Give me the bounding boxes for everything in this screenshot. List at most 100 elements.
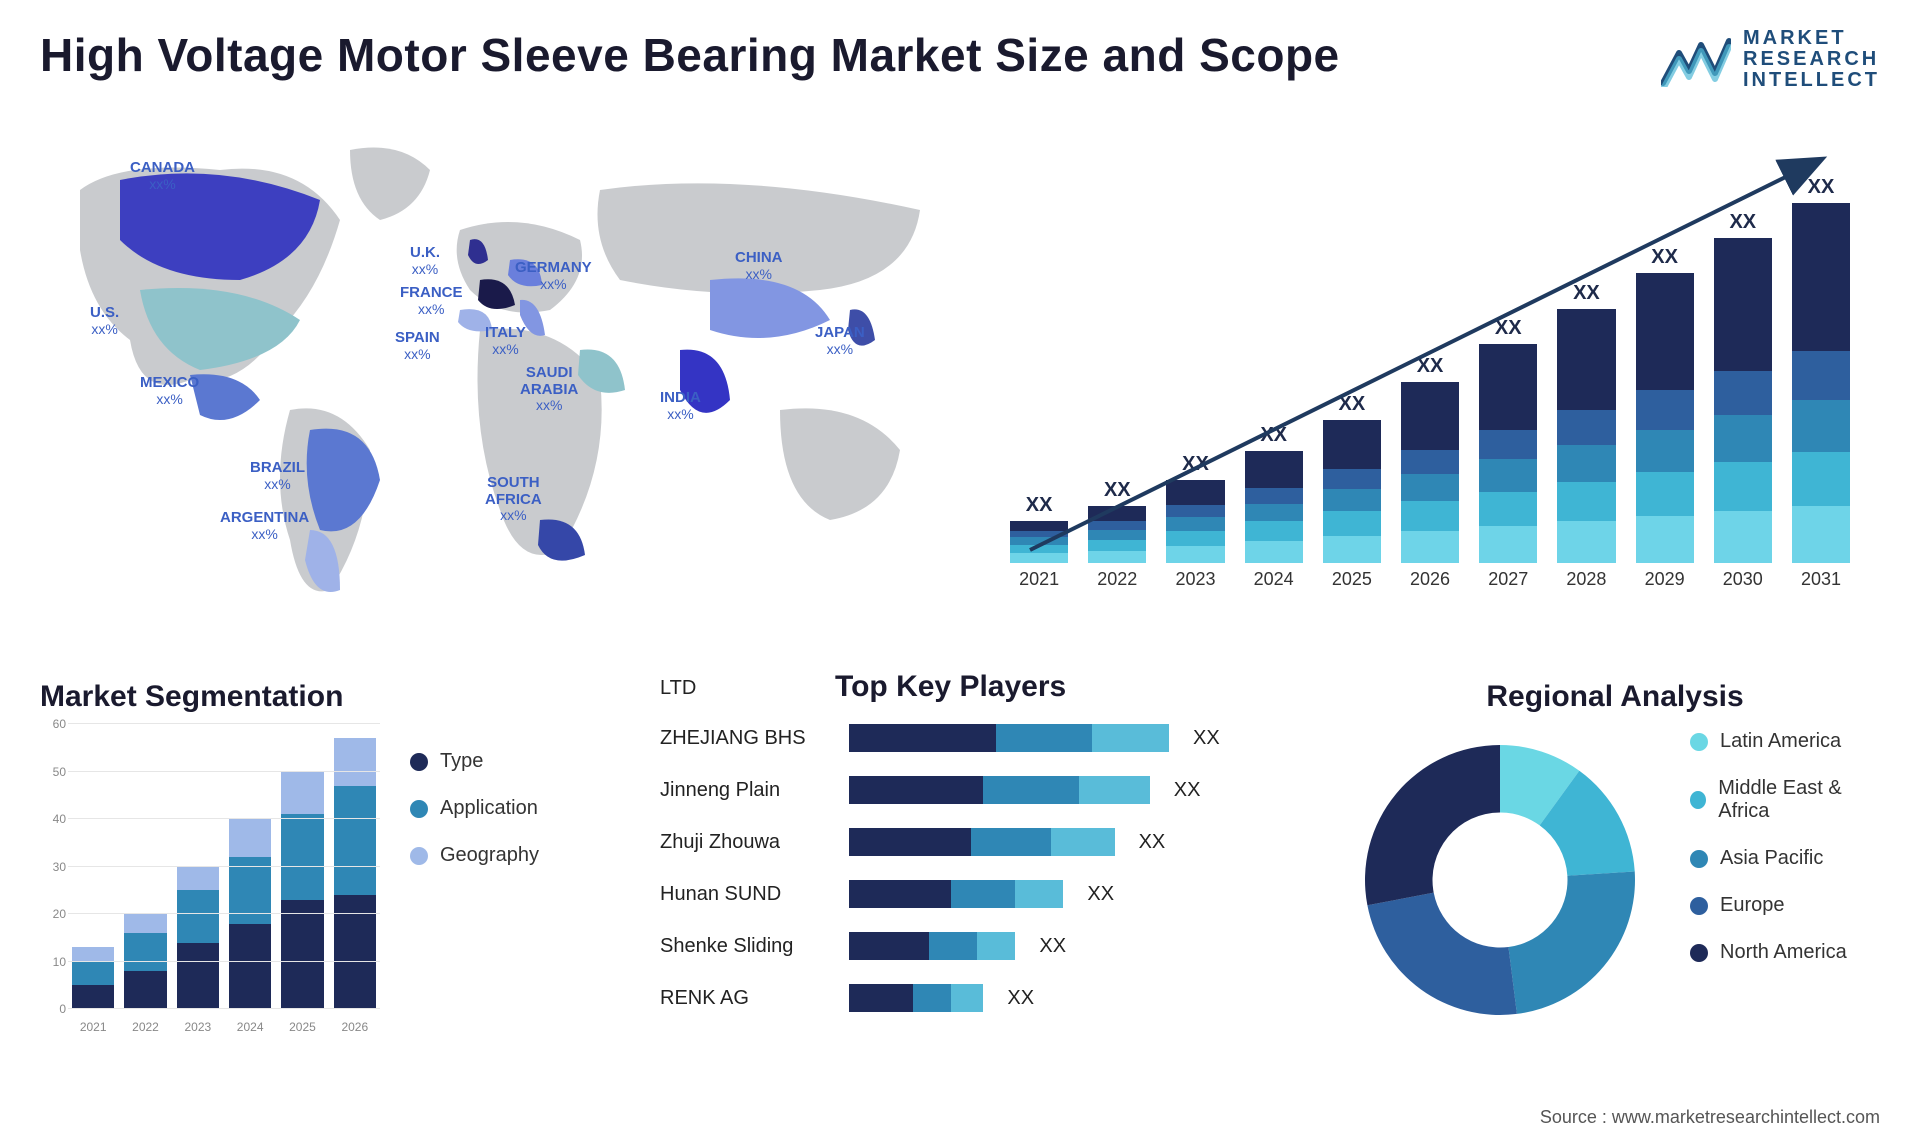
seg-bar-2023 bbox=[177, 867, 219, 1010]
map-label-spain: SPAINxx% bbox=[395, 330, 440, 362]
seg-y-tick: 0 bbox=[59, 1002, 66, 1016]
growth-bar-segment bbox=[1714, 415, 1772, 462]
map-label-u.k.: U.K.xx% bbox=[410, 245, 440, 277]
growth-bar-value: XX bbox=[1104, 479, 1131, 502]
legend-label: Geography bbox=[440, 844, 539, 867]
growth-bar-segment bbox=[1636, 472, 1694, 516]
growth-bar-segment bbox=[1714, 238, 1772, 371]
growth-bar-segment bbox=[1245, 541, 1303, 563]
growth-bar-2028: XX2028 bbox=[1557, 282, 1615, 590]
seg-y-tick: 50 bbox=[53, 765, 66, 779]
seg-gridline bbox=[68, 723, 380, 724]
growth-bar-value: XX bbox=[1808, 176, 1835, 199]
world-map-panel: CANADAxx%U.S.xx%MEXICOxx%BRAZILxx%ARGENT… bbox=[40, 130, 960, 630]
seg-gridline bbox=[68, 913, 380, 914]
growth-bar-segment bbox=[1792, 351, 1850, 400]
growth-bar-value: XX bbox=[1729, 211, 1756, 234]
player-row: LTD bbox=[660, 670, 835, 706]
growth-bar-year: 2027 bbox=[1488, 569, 1528, 590]
growth-bar-segment bbox=[1557, 309, 1615, 410]
player-row: Shenke SlidingXX bbox=[660, 928, 1270, 964]
growth-bar-segment bbox=[1792, 452, 1850, 506]
map-label-south-africa: SOUTHAFRICAxx% bbox=[485, 475, 542, 523]
growth-bar-segment bbox=[1166, 531, 1224, 546]
seg-bar-segment bbox=[334, 738, 376, 786]
map-label-japan: JAPANxx% bbox=[815, 325, 865, 357]
player-row: ZHEJIANG BHSXX bbox=[660, 720, 1270, 756]
map-label-saudi-arabia: SAUDIARABIAxx% bbox=[520, 365, 578, 413]
growth-bar-segment bbox=[1010, 553, 1068, 563]
map-label-canada: CANADAxx% bbox=[130, 160, 195, 192]
growth-bar-value: XX bbox=[1260, 424, 1287, 447]
map-label-china: CHINAxx% bbox=[735, 250, 783, 282]
growth-bar-value: XX bbox=[1495, 317, 1522, 340]
seg-x-label: 2024 bbox=[229, 1020, 271, 1034]
seg-bar-segment bbox=[177, 867, 219, 891]
growth-bar-2029: XX2029 bbox=[1636, 246, 1694, 590]
player-name: Shenke Sliding bbox=[660, 935, 835, 958]
growth-bar-segment bbox=[1636, 273, 1694, 390]
seg-gridline bbox=[68, 771, 380, 772]
seg-x-label: 2022 bbox=[124, 1020, 166, 1034]
players-title: Top Key Players bbox=[835, 670, 1066, 704]
legend-swatch bbox=[1690, 733, 1708, 751]
player-bar bbox=[849, 880, 1063, 908]
donut-slice-asia-pacific bbox=[1508, 872, 1635, 1014]
growth-bar-segment bbox=[1479, 459, 1537, 491]
growth-bar-segment bbox=[1636, 516, 1694, 563]
growth-bar-segment bbox=[1088, 540, 1146, 551]
seg-bar-segment bbox=[124, 971, 166, 1009]
player-bar-segment bbox=[849, 984, 913, 1012]
segmentation-title: Market Segmentation bbox=[40, 680, 600, 714]
player-bar-segment bbox=[849, 880, 951, 908]
player-bar bbox=[849, 984, 983, 1012]
map-label-mexico: MEXICOxx% bbox=[140, 375, 199, 407]
growth-bar-segment bbox=[1323, 469, 1381, 489]
seg-y-tick: 40 bbox=[53, 812, 66, 826]
seg-x-label: 2026 bbox=[334, 1020, 376, 1034]
growth-bar-2024: XX2024 bbox=[1245, 424, 1303, 590]
seg-bar-segment bbox=[177, 890, 219, 942]
player-name: LTD bbox=[660, 677, 835, 700]
seg-bar-2021 bbox=[72, 947, 114, 1009]
growth-chart-panel: XX2021XX2022XX2023XX2024XX2025XX2026XX20… bbox=[1000, 150, 1860, 630]
seg-y-tick: 30 bbox=[53, 860, 66, 874]
region-legend-item: Latin America bbox=[1690, 730, 1880, 753]
brand-line1: MARKET bbox=[1743, 28, 1880, 49]
player-name: RENK AG bbox=[660, 987, 835, 1010]
regional-donut bbox=[1350, 730, 1650, 1030]
growth-bar-segment bbox=[1088, 551, 1146, 563]
growth-bar-value: XX bbox=[1182, 453, 1209, 476]
growth-bar-year: 2030 bbox=[1723, 569, 1763, 590]
growth-bar-segment bbox=[1401, 450, 1459, 475]
map-label-argentina: ARGENTINAxx% bbox=[220, 510, 309, 542]
legend-label: Europe bbox=[1720, 894, 1785, 917]
player-value: XX bbox=[1139, 831, 1166, 854]
player-value: XX bbox=[1087, 883, 1114, 906]
growth-bar-segment bbox=[1323, 536, 1381, 563]
growth-bar-year: 2025 bbox=[1332, 569, 1372, 590]
legend-swatch bbox=[410, 847, 428, 865]
legend-swatch bbox=[1690, 791, 1706, 809]
seg-bar-2025 bbox=[281, 772, 323, 1010]
seg-bar-segment bbox=[281, 772, 323, 815]
growth-bar-segment bbox=[1166, 505, 1224, 517]
seg-bar-segment bbox=[124, 914, 166, 933]
growth-bar-segment bbox=[1401, 501, 1459, 531]
growth-bar-segment bbox=[1479, 526, 1537, 563]
growth-bar-segment bbox=[1557, 482, 1615, 521]
segmentation-panel: Market Segmentation 0102030405060 202120… bbox=[40, 680, 600, 1080]
growth-bar-segment bbox=[1245, 521, 1303, 541]
region-legend-item: Europe bbox=[1690, 894, 1880, 917]
player-bar-segment bbox=[951, 880, 1015, 908]
growth-bar-2021: XX2021 bbox=[1010, 494, 1068, 590]
growth-bar-year: 2028 bbox=[1566, 569, 1606, 590]
region-legend-item: Middle East & Africa bbox=[1690, 777, 1880, 823]
region-legend-item: Asia Pacific bbox=[1690, 847, 1880, 870]
seg-bar-segment bbox=[281, 814, 323, 900]
seg-bar-segment bbox=[72, 985, 114, 1009]
seg-y-tick: 10 bbox=[53, 955, 66, 969]
player-bar bbox=[849, 724, 1169, 752]
growth-bar-2023: XX2023 bbox=[1166, 453, 1224, 590]
seg-y-tick: 20 bbox=[53, 907, 66, 921]
